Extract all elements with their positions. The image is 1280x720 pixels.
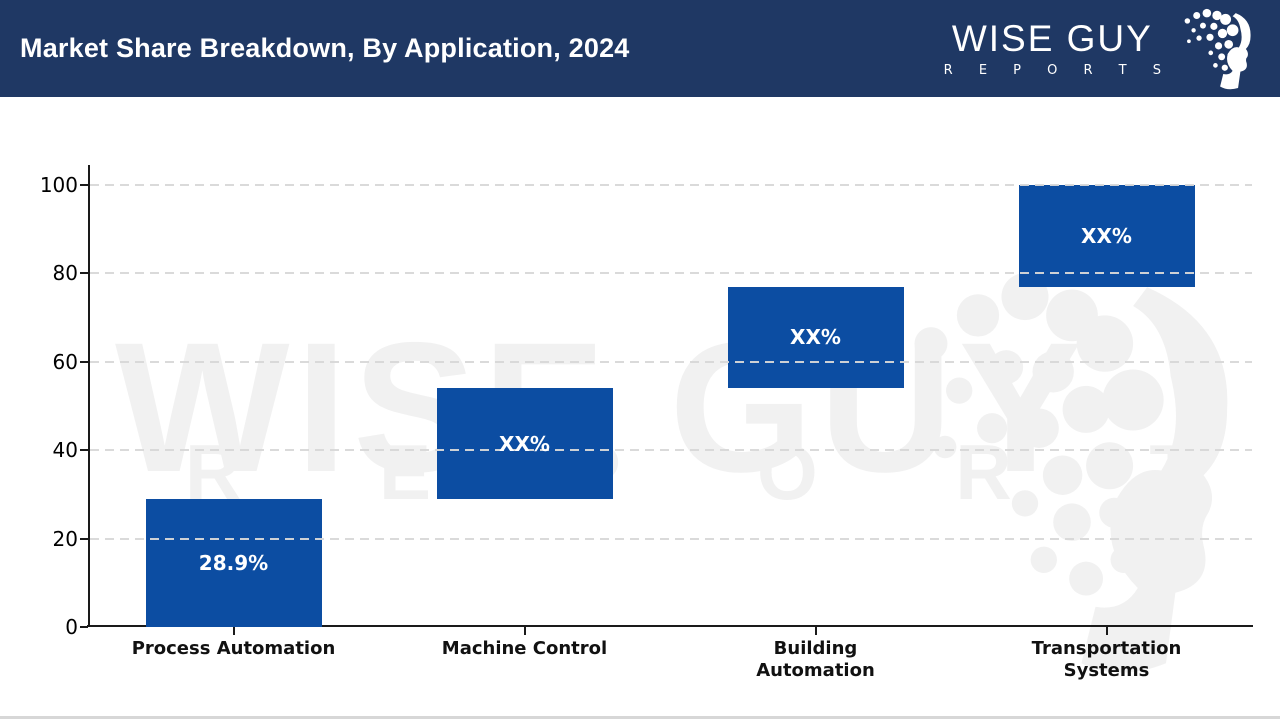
bar-value-label: XX% <box>790 325 841 350</box>
gridline-60 <box>90 360 1252 363</box>
bar-value-label: 28.9% <box>198 551 269 576</box>
x-category-label: Process Automation <box>131 638 336 659</box>
y-axis-line <box>88 165 90 627</box>
x-tick-2 <box>814 627 817 635</box>
bar-building-automation <box>727 286 904 389</box>
y-tick-80 <box>80 272 88 275</box>
y-tick-label-100: 100 <box>39 173 78 197</box>
y-tick-20 <box>80 537 88 540</box>
gridline-20 <box>90 537 1252 540</box>
logo-wordmark: WISE GUY R E P O R T S <box>933 20 1172 77</box>
gridline-80 <box>90 272 1252 275</box>
header: Market Share Breakdown, By Application, … <box>0 0 1280 97</box>
bar-value-label: XX% <box>1081 223 1132 248</box>
y-tick-label-0: 0 <box>65 615 78 639</box>
gridline-100 <box>90 184 1252 186</box>
waterfall-chart: WISE GUY R E P O R T S 02040608010028.9%… <box>0 97 1280 717</box>
dotted-head-profile-icon <box>1178 8 1256 90</box>
y-tick-100 <box>80 184 88 186</box>
y-tick-label-40: 40 <box>52 438 78 463</box>
watermark-dotted-head-icon <box>790 197 1260 701</box>
x-tick-3 <box>1105 627 1108 635</box>
x-category-label: Transportation Systems <box>1031 638 1182 681</box>
y-tick-label-80: 80 <box>52 261 78 286</box>
bar-value-label: XX% <box>499 431 550 456</box>
x-tick-0 <box>232 627 235 635</box>
page-title: Market Share Breakdown, By Application, … <box>20 33 630 63</box>
y-tick-60 <box>80 360 88 363</box>
bar-machine-control <box>436 388 613 500</box>
logo-wordmark-line2: R E P O R T S <box>943 63 1172 78</box>
gridline-40 <box>90 449 1252 452</box>
bar-process-automation <box>145 499 322 627</box>
x-category-label: Machine Control <box>441 638 608 659</box>
x-tick-1 <box>523 627 526 635</box>
y-tick-40 <box>80 449 88 452</box>
x-category-label: Building Automation <box>756 638 875 681</box>
y-tick-label-20: 20 <box>52 526 78 551</box>
x-axis-line <box>87 625 1253 627</box>
y-tick-label-60: 60 <box>52 349 78 374</box>
brand-logo: WISE GUY R E P O R T S <box>933 8 1256 90</box>
logo-wordmark-line1: WISE GUY <box>951 18 1153 59</box>
bar-transportation-systems <box>1018 185 1195 287</box>
y-tick-0 <box>80 626 88 628</box>
bottom-divider <box>0 716 1280 719</box>
